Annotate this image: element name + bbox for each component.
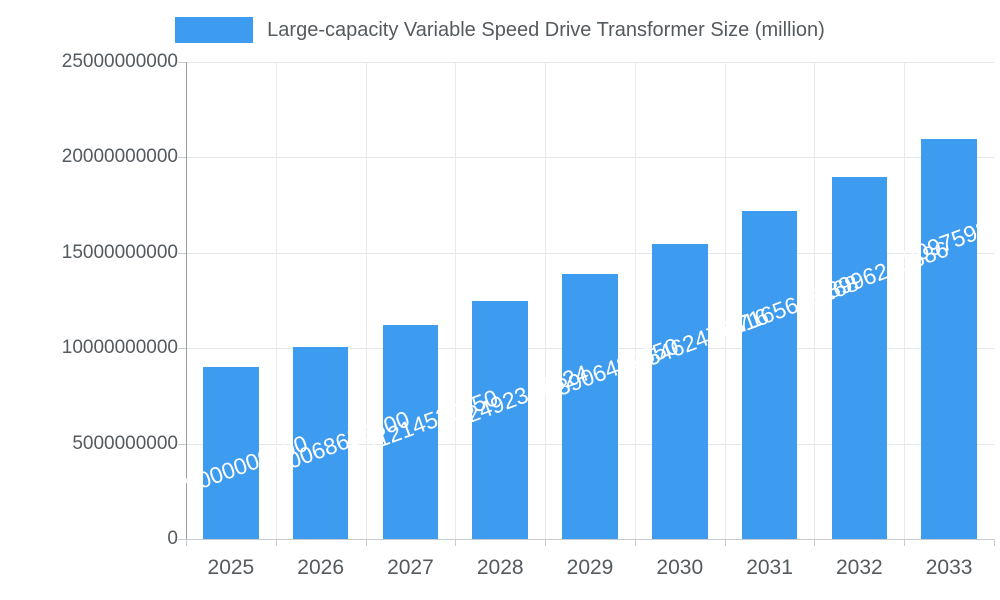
- bar[interactable]: [741, 211, 798, 539]
- y-tick-label: 0: [167, 528, 178, 549]
- x-tick-label: 2032: [835, 556, 883, 579]
- bars-layer: [186, 62, 994, 539]
- x-tick-label: 2027: [387, 556, 434, 579]
- y-tick-mark: [178, 539, 186, 540]
- bar[interactable]: [651, 243, 708, 539]
- x-gridline: [814, 62, 816, 539]
- bar[interactable]: [562, 273, 618, 539]
- y-tick-mark: [178, 62, 186, 63]
- y-tick-label: 15000000000: [61, 241, 178, 263]
- x-tick-label: 2030: [656, 556, 704, 579]
- x-tick-mark: [814, 539, 816, 546]
- bar[interactable]: [831, 176, 888, 539]
- x-gridline: [545, 62, 547, 539]
- x-gridline: [904, 62, 906, 539]
- bar[interactable]: [203, 367, 259, 539]
- x-tick-mark: [186, 539, 187, 546]
- x-tick-mark: [275, 539, 277, 546]
- y-tick-label: 10000000000: [61, 337, 178, 359]
- y-tick-mark: [178, 348, 186, 350]
- y-tick-label: 25000000000: [61, 51, 178, 72]
- x-gridline: [634, 62, 636, 539]
- y-tick-mark: [178, 252, 186, 254]
- x-tick-label: 2031: [746, 556, 793, 579]
- y-tick-mark: [178, 443, 186, 445]
- x-gridline: [365, 62, 367, 539]
- bar[interactable]: [292, 346, 349, 539]
- x-tick-mark: [994, 539, 995, 546]
- bar[interactable]: [382, 325, 439, 539]
- chart-legend: Large-capacity Variable Speed Drive Tran…: [0, 10, 1000, 50]
- x-tick-mark: [634, 539, 636, 546]
- x-tick-label: 2028: [476, 556, 524, 579]
- x-tick-mark: [545, 539, 547, 546]
- legend-color-swatch: [175, 17, 254, 43]
- y-tick-label: 5000000000: [72, 432, 178, 454]
- x-tick-mark: [904, 539, 906, 546]
- x-gridline: [275, 62, 277, 539]
- x-tick-mark: [365, 539, 367, 546]
- x-tick-label: 2026: [297, 556, 345, 579]
- x-tick-label: 2029: [566, 556, 614, 579]
- y-gridline: [186, 252, 994, 254]
- x-axis-line: [186, 539, 994, 540]
- x-tick-label: 2025: [207, 556, 255, 579]
- y-gridline: [186, 62, 994, 63]
- bar[interactable]: [921, 138, 977, 539]
- y-tick-mark: [178, 157, 186, 159]
- x-tick-mark: [724, 539, 726, 546]
- x-gridline: [724, 62, 726, 539]
- y-tick-label: 20000000000: [61, 146, 178, 168]
- y-gridline: [186, 157, 994, 159]
- x-tick-mark: [455, 539, 457, 546]
- y-axis-line: [186, 62, 187, 539]
- x-tick-label: 2033: [925, 556, 973, 579]
- x-gridline: [455, 62, 457, 539]
- bar[interactable]: [472, 300, 529, 539]
- legend-series-label: Large-capacity Variable Speed Drive Tran…: [267, 18, 825, 41]
